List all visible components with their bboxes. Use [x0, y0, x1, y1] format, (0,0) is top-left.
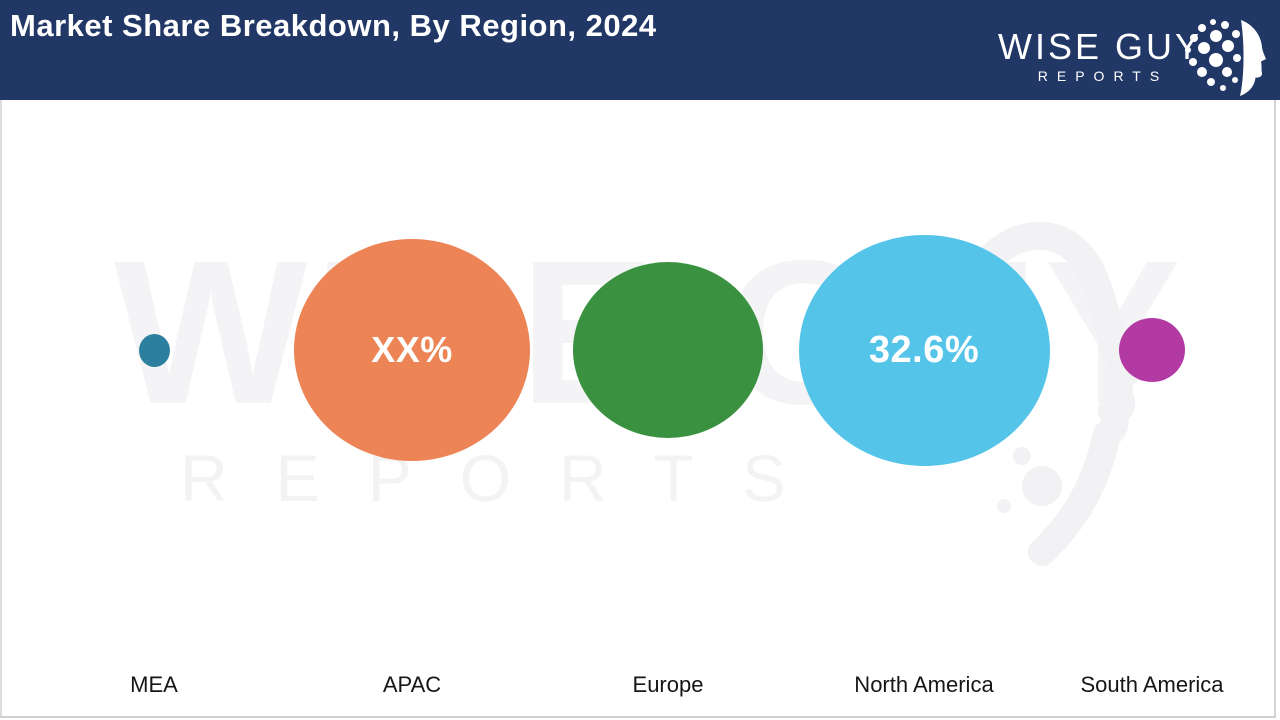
wiseguy-logo-text: WISE GUY REPORTS: [997, 26, 1202, 85]
page-title: Market Share Breakdown, By Region, 2024: [10, 8, 657, 43]
bubble-south-america: [1119, 318, 1185, 382]
wiseguy-face-icon: [1185, 19, 1266, 96]
chart-area: WISE GUY REPORTS XX%32.6% MEAAPACEuropeN…: [0, 100, 1276, 718]
category-label-south-america: South America: [1080, 672, 1224, 697]
bubble-north-america: 32.6%: [798, 234, 1050, 466]
bubble-europe: [573, 262, 763, 438]
category-label-mea: MEA: [130, 672, 178, 697]
bubble-value-label: 32.6%: [868, 328, 980, 371]
bubble-apac: XX%: [294, 239, 530, 461]
watermark-text-reports: REPORTS: [180, 441, 834, 515]
category-label-north-america: North America: [854, 672, 994, 697]
wiseguy-logo: WISE GUY REPORTS: [998, 16, 1266, 96]
logo-wordmark: WISE GUY: [997, 26, 1202, 67]
category-label-apac: APAC: [382, 672, 442, 697]
bubble-value-label: XX%: [371, 329, 453, 370]
bubble-mea: [138, 333, 170, 367]
category-label-europe: Europe: [632, 672, 704, 697]
logo-subtitle: REPORTS: [1037, 68, 1169, 84]
header: Market Share Breakdown, By Region, 2024 …: [0, 0, 1280, 100]
